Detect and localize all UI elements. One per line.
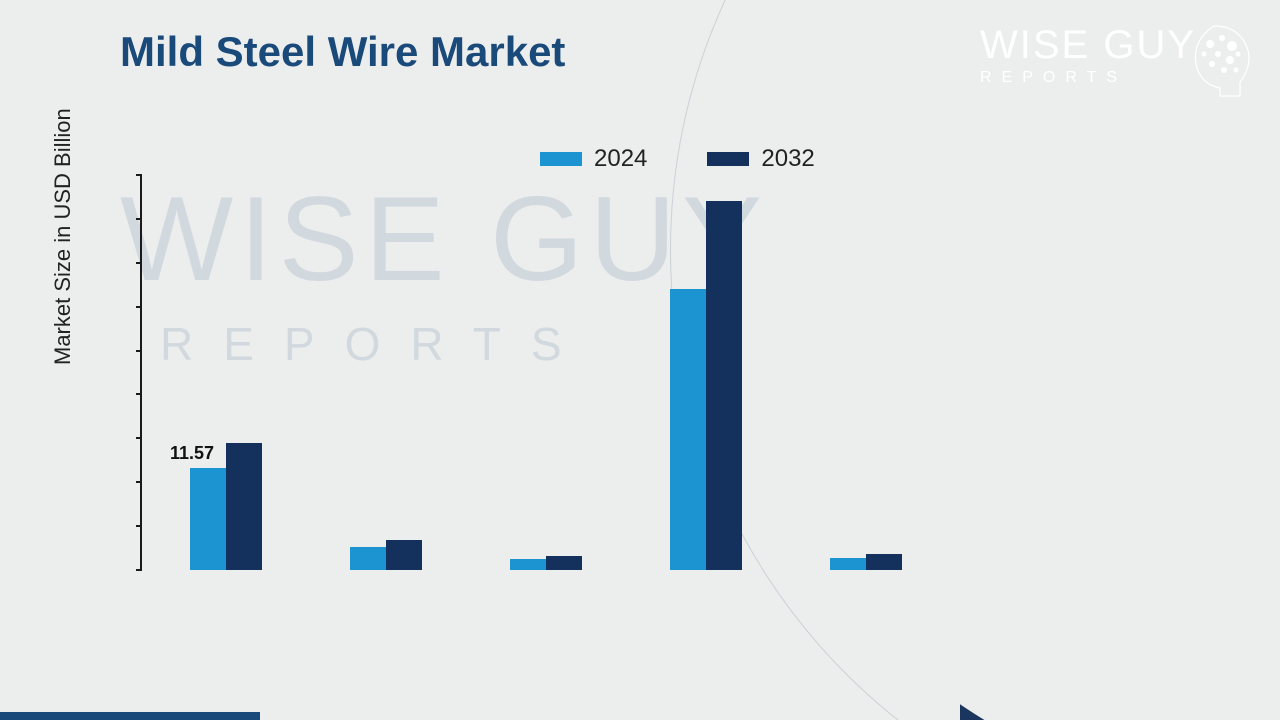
bar xyxy=(190,468,226,570)
y-axis-label: Market Size in USD Billion xyxy=(50,108,76,365)
bar xyxy=(350,547,386,570)
bar xyxy=(226,443,262,570)
logo-main: WISE GUY xyxy=(980,23,1196,67)
bar xyxy=(670,289,706,570)
bar-chart: Market Size in USD Billion 2024 2032 11.… xyxy=(60,145,960,705)
legend-item-2032: 2032 xyxy=(707,145,814,173)
chart-title: Mild Steel Wire Market xyxy=(120,28,565,76)
bar-value-label: 11.57 xyxy=(170,443,214,464)
bar xyxy=(866,554,902,570)
legend-item-2024: 2024 xyxy=(540,145,647,173)
logo-sub: REPORTS xyxy=(980,69,1127,86)
y-tick xyxy=(136,569,142,571)
y-tick xyxy=(136,525,142,527)
y-tick xyxy=(136,262,142,264)
y-tick xyxy=(136,350,142,352)
y-tick xyxy=(136,218,142,220)
y-tick xyxy=(136,306,142,308)
chart-legend: 2024 2032 xyxy=(540,145,815,173)
y-tick xyxy=(136,174,142,176)
bar xyxy=(546,556,582,570)
plot-area: 11.57NORTHAMERICAEUROPESOUTHAMERICAASIAP… xyxy=(140,175,940,570)
brand-logo: WISE GUY REPORTS xyxy=(980,20,1260,110)
y-tick xyxy=(136,393,142,395)
bar xyxy=(386,540,422,570)
footer-accent-bar xyxy=(0,712,260,720)
legend-swatch-2032 xyxy=(707,152,749,166)
y-axis xyxy=(140,175,142,570)
bar xyxy=(830,558,866,570)
legend-label-2032: 2032 xyxy=(761,145,814,173)
ai-head-icon xyxy=(1195,26,1249,96)
legend-label-2024: 2024 xyxy=(594,145,647,173)
y-tick xyxy=(136,481,142,483)
bar xyxy=(510,559,546,570)
legend-swatch-2024 xyxy=(540,152,582,166)
y-tick xyxy=(136,437,142,439)
bar xyxy=(706,201,742,570)
stage: WISE GUY REPORTS Mild Steel Wire Market … xyxy=(0,0,1280,720)
